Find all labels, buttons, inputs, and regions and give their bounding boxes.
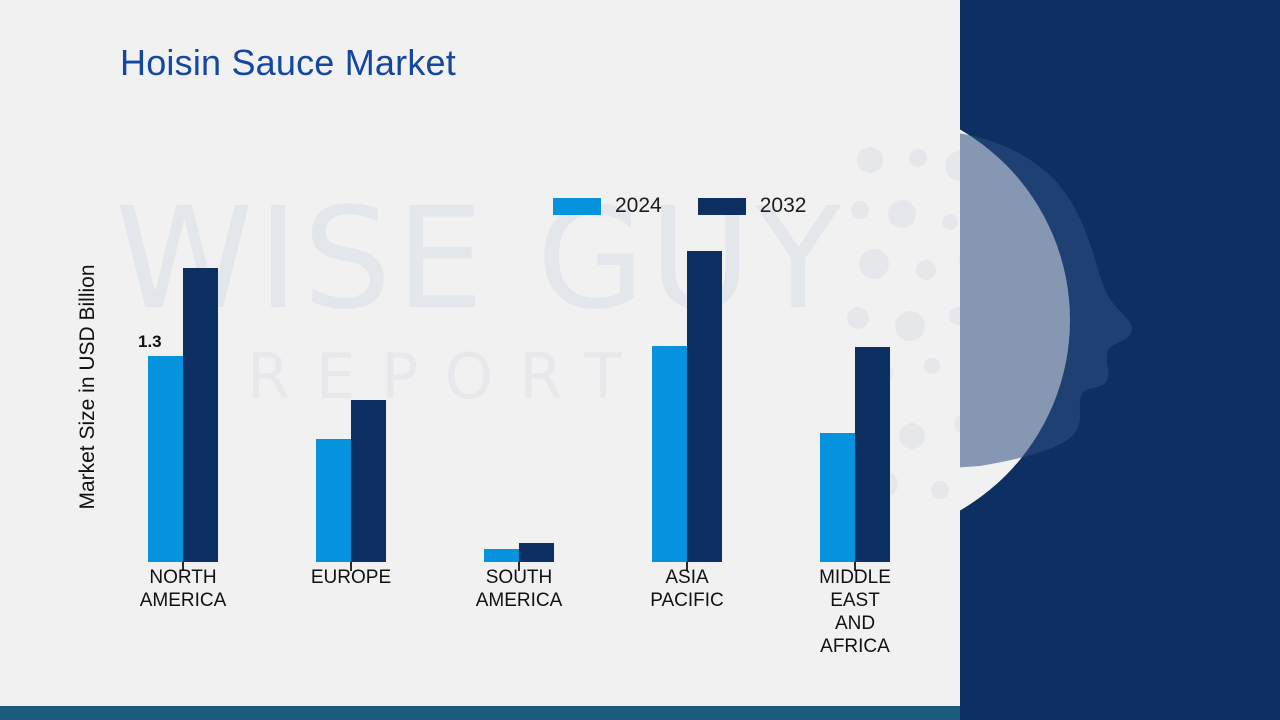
legend-swatch-2032 bbox=[697, 197, 746, 215]
x-axis-category-label: ASIA PACIFIC bbox=[587, 566, 787, 612]
legend-swatch-2024 bbox=[553, 197, 601, 215]
x-axis-tick bbox=[350, 562, 352, 571]
x-axis-category-line: EAST bbox=[830, 590, 880, 611]
x-axis-category-label: NORTH AMERICA bbox=[83, 566, 283, 612]
x-axis-category-line: AMERICA bbox=[475, 590, 563, 611]
x-axis-category-line: MIDDLE bbox=[819, 567, 891, 588]
x-axis-category-line: PACIFIC bbox=[650, 590, 724, 611]
x-axis-category-line: NORTH bbox=[149, 567, 217, 588]
legend-label-2032: 2032 bbox=[759, 194, 807, 217]
brand-panel: WISE GUY REPORTS bbox=[960, 0, 1280, 720]
bar-2024[interactable] bbox=[652, 346, 687, 562]
x-axis-category-line: SOUTH bbox=[485, 567, 553, 588]
bar-group bbox=[780, 150, 950, 571]
bar-2032[interactable] bbox=[183, 268, 218, 562]
bar-group bbox=[444, 150, 614, 571]
bar-group bbox=[276, 150, 446, 571]
y-axis-label: Market Size in USD Billion bbox=[76, 264, 99, 510]
head-profile-silhouette bbox=[960, 133, 1133, 468]
brand-dot-pattern bbox=[960, 150, 1040, 570]
legend-label-2024: 2024 bbox=[615, 194, 662, 217]
x-axis-tick bbox=[686, 562, 688, 571]
x-axis-category-line: AFRICA bbox=[820, 636, 890, 657]
bar-2024[interactable] bbox=[820, 433, 855, 562]
x-axis-category-line: AND bbox=[834, 613, 876, 634]
x-axis-category-line: EUROPE bbox=[310, 567, 392, 588]
footer-accent-strip bbox=[0, 706, 960, 720]
legend-item-2032[interactable]: 2032 bbox=[697, 194, 807, 218]
bar-2032[interactable] bbox=[855, 347, 890, 562]
x-axis-tick bbox=[518, 562, 520, 571]
x-axis-tick bbox=[182, 562, 184, 571]
x-axis-category-label: SOUTH AMERICA bbox=[419, 566, 619, 612]
bar-group: 1.3 bbox=[108, 150, 278, 571]
bar-2024[interactable] bbox=[316, 439, 351, 562]
x-axis-category-label: EUROPE bbox=[251, 566, 451, 589]
plot-area: 1.3 bbox=[108, 150, 950, 571]
bar-2024[interactable] bbox=[148, 356, 183, 562]
bar-value-label: 1.3 bbox=[138, 332, 162, 351]
bar-group bbox=[612, 150, 782, 571]
x-axis-category-line: AMERICA bbox=[139, 590, 227, 611]
page-title: Hoisin Sauce Market bbox=[120, 42, 456, 83]
legend-item-2024[interactable]: 2024 bbox=[553, 194, 662, 218]
bar-2032[interactable] bbox=[351, 400, 386, 562]
x-axis-category-line: ASIA bbox=[665, 567, 709, 588]
x-axis-category-label: MIDDLE EAST AND AFRICA bbox=[755, 566, 955, 658]
bar-2032[interactable] bbox=[519, 543, 554, 562]
chart-legend: 2024 2032 bbox=[553, 194, 806, 218]
bar-2032[interactable] bbox=[687, 251, 722, 562]
bar-2024[interactable] bbox=[484, 549, 519, 562]
x-axis-tick bbox=[854, 562, 856, 571]
